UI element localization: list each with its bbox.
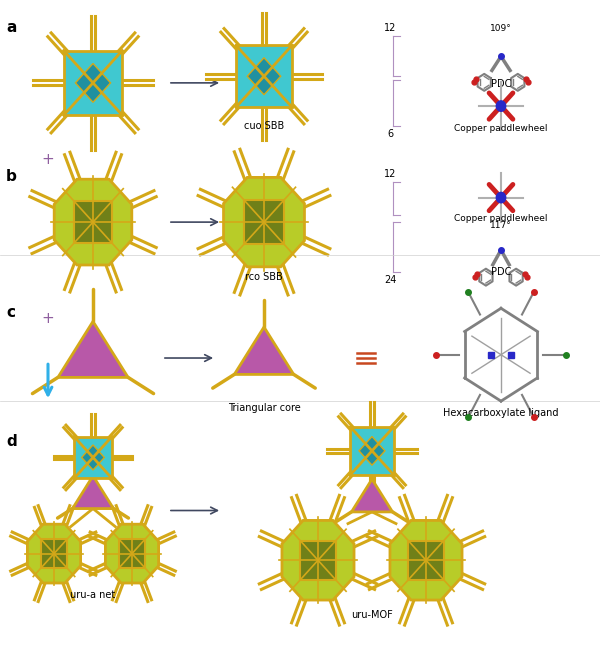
Text: 117°: 117°	[490, 221, 512, 230]
Text: 6: 6	[387, 129, 393, 139]
Text: PDC: PDC	[491, 79, 511, 89]
Polygon shape	[282, 520, 354, 600]
Text: 12: 12	[384, 169, 396, 179]
Polygon shape	[76, 64, 110, 102]
Polygon shape	[244, 200, 284, 244]
Text: 12: 12	[384, 23, 396, 33]
Polygon shape	[82, 445, 104, 470]
Polygon shape	[247, 58, 281, 95]
Polygon shape	[41, 539, 67, 568]
Polygon shape	[224, 178, 304, 267]
Text: a: a	[6, 20, 16, 35]
Polygon shape	[359, 436, 385, 465]
Text: c: c	[6, 305, 15, 320]
Text: b: b	[6, 169, 17, 184]
Polygon shape	[301, 541, 335, 579]
Polygon shape	[390, 520, 462, 600]
Text: cuo SBB: cuo SBB	[244, 121, 284, 131]
Polygon shape	[28, 524, 80, 583]
Polygon shape	[235, 327, 294, 375]
Text: uru-a net: uru-a net	[70, 590, 116, 600]
Text: rco SBB: rco SBB	[245, 272, 283, 282]
Circle shape	[496, 192, 506, 203]
Polygon shape	[64, 50, 122, 115]
Polygon shape	[54, 179, 132, 265]
Circle shape	[496, 101, 506, 111]
Polygon shape	[73, 476, 113, 509]
Polygon shape	[119, 539, 145, 568]
Text: d: d	[6, 434, 17, 450]
Text: Copper paddlewheel: Copper paddlewheel	[454, 124, 548, 133]
Polygon shape	[58, 322, 128, 377]
Polygon shape	[350, 427, 394, 475]
Text: Copper paddlewheel: Copper paddlewheel	[454, 214, 548, 223]
Text: uru-MOF: uru-MOF	[351, 610, 393, 620]
Text: PDC: PDC	[491, 267, 511, 277]
Text: +: +	[41, 152, 55, 166]
Text: 109°: 109°	[490, 24, 512, 33]
Polygon shape	[236, 45, 292, 107]
Polygon shape	[409, 541, 443, 579]
Polygon shape	[74, 436, 112, 479]
Polygon shape	[352, 479, 392, 512]
Polygon shape	[106, 524, 158, 583]
Text: +: +	[41, 311, 55, 326]
Text: Triangular core: Triangular core	[227, 403, 301, 413]
Text: 24: 24	[384, 275, 396, 285]
Text: Hexacarboxylate ligand: Hexacarboxylate ligand	[443, 408, 559, 418]
Polygon shape	[74, 202, 112, 243]
